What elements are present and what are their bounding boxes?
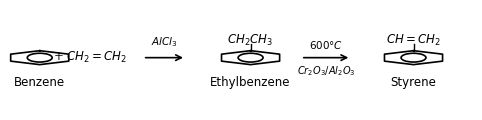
Text: Benzene: Benzene: [14, 76, 65, 89]
Text: + $CH_2 = CH_2$: + $CH_2 = CH_2$: [53, 50, 127, 65]
Text: $CH_2CH_3$: $CH_2CH_3$: [228, 33, 274, 48]
Text: Ethylbenzene: Ethylbenzene: [210, 76, 291, 89]
Text: Styrene: Styrene: [390, 76, 437, 89]
Text: $CH = CH_2$: $CH = CH_2$: [386, 33, 441, 48]
Text: $AlCl_3$: $AlCl_3$: [151, 36, 178, 49]
Text: $600°C$: $600°C$: [309, 39, 343, 51]
Text: $Cr_2O_3/Al_2O_3$: $Cr_2O_3/Al_2O_3$: [297, 64, 355, 78]
